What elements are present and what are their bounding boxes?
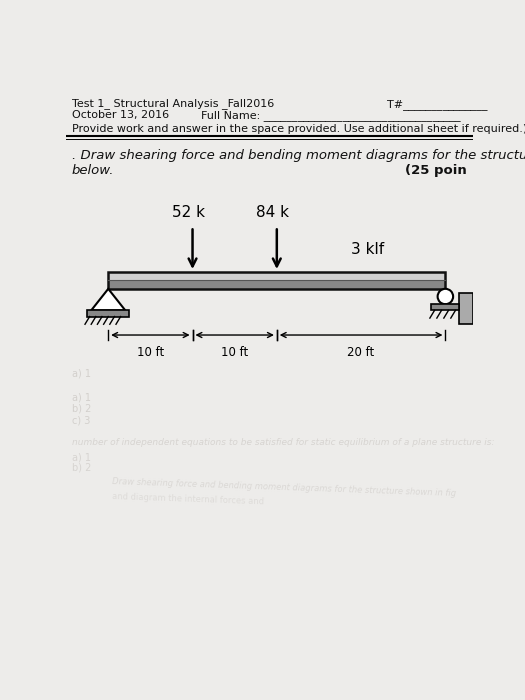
Text: Draw shearing force and bending moment diagrams for the structure shown in fig: Draw shearing force and bending moment d… bbox=[112, 477, 456, 498]
Text: b) 2: b) 2 bbox=[72, 463, 91, 473]
Text: b) 2: b) 2 bbox=[72, 403, 91, 414]
Text: a) 1: a) 1 bbox=[72, 452, 91, 462]
Text: . Draw shearing force and bending moment diagrams for the structure shown in fig: . Draw shearing force and bending moment… bbox=[72, 148, 525, 162]
Text: 52 k: 52 k bbox=[172, 205, 205, 220]
Bar bbox=[459, 293, 473, 324]
Polygon shape bbox=[91, 289, 125, 310]
Text: a) 1: a) 1 bbox=[72, 369, 91, 379]
Text: and diagram the internal forces and: and diagram the internal forces and bbox=[112, 492, 265, 506]
Text: T#_______________: T#_______________ bbox=[387, 99, 488, 111]
Text: Full Name: ___________________________________: Full Name: _____________________________… bbox=[201, 110, 461, 121]
Text: c) 3: c) 3 bbox=[72, 415, 90, 425]
Bar bbox=[108, 279, 445, 289]
Text: 20 ft: 20 ft bbox=[348, 346, 375, 359]
Text: below.: below. bbox=[72, 164, 114, 177]
Bar bbox=[108, 272, 445, 289]
Text: Provide work and answer in the space provided. Use additional sheet if required.: Provide work and answer in the space pro… bbox=[72, 124, 525, 134]
Text: a) 1: a) 1 bbox=[72, 392, 91, 402]
Text: 84 k: 84 k bbox=[256, 205, 289, 220]
Text: number of independent equations to be satisfied for static equilibrium of a plan: number of independent equations to be sa… bbox=[72, 438, 495, 447]
Circle shape bbox=[438, 289, 453, 304]
Bar bbox=[108, 272, 445, 279]
Text: (25 poin: (25 poin bbox=[405, 164, 466, 177]
Text: 3 klf: 3 klf bbox=[351, 242, 384, 258]
Text: October 13, 2016: October 13, 2016 bbox=[72, 110, 169, 120]
Text: 10 ft: 10 ft bbox=[221, 346, 248, 359]
Bar bbox=[432, 304, 459, 310]
Text: 10 ft: 10 ft bbox=[137, 346, 164, 359]
Bar bbox=[87, 310, 129, 316]
Text: Test 1_ Structural Analysis _Fall2016: Test 1_ Structural Analysis _Fall2016 bbox=[72, 98, 274, 108]
